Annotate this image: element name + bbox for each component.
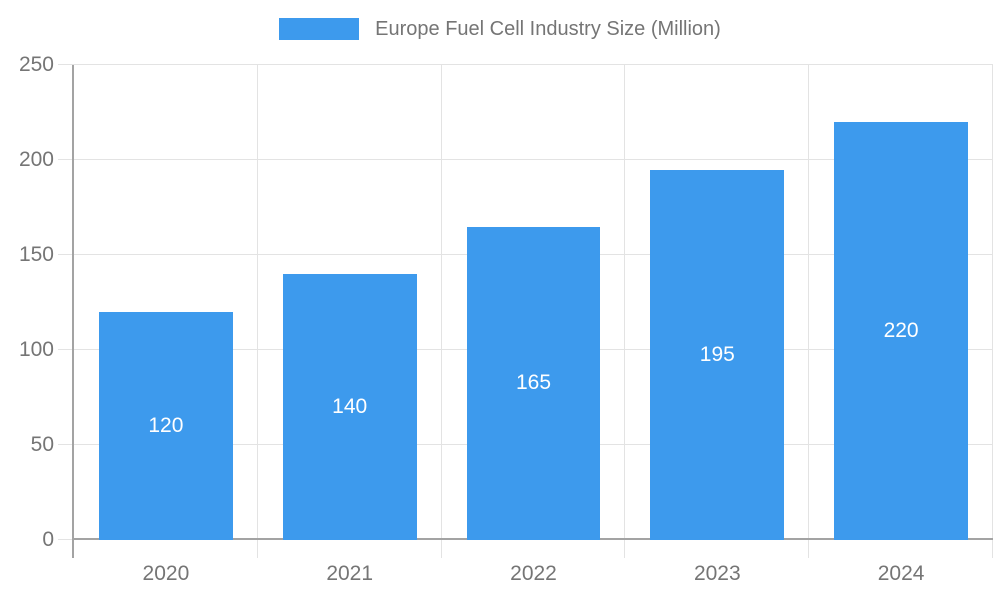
bar-2022[interactable] <box>466 226 601 540</box>
y-axis-tick-label: 250 <box>18 53 54 76</box>
y-axis-tick-label: 150 <box>18 243 54 266</box>
chart-legend[interactable]: Europe Fuel Cell Industry Size (Million) <box>0 17 1000 41</box>
x-axis-category-label: 2021 <box>326 562 374 585</box>
x-axis-tick <box>808 540 810 558</box>
bar-2021[interactable] <box>282 274 417 540</box>
y-axis-tick <box>58 444 74 445</box>
legend-swatch-icon <box>279 18 360 40</box>
y-axis-tick-label: 0 <box>42 528 54 551</box>
bar-value-label: 195 <box>699 342 735 366</box>
y-axis-tick-label: 50 <box>30 433 54 456</box>
gridline-vertical <box>808 65 810 540</box>
y-axis-tick-label: 100 <box>18 338 54 361</box>
x-axis-tick <box>624 540 626 558</box>
gridline-vertical <box>440 65 442 540</box>
y-axis-tick-label: 200 <box>18 148 54 171</box>
gridline-vertical <box>256 65 258 540</box>
x-axis-category-label: 2020 <box>142 562 190 585</box>
bar-2020[interactable] <box>98 312 233 540</box>
bar-value-label: 165 <box>515 371 552 395</box>
y-axis-tick <box>58 349 74 350</box>
gridline-horizontal <box>74 159 993 160</box>
x-axis-tick <box>440 540 442 558</box>
x-axis-category-label: 2024 <box>877 562 925 585</box>
x-axis-tick <box>992 540 993 558</box>
bar-value-label: 120 <box>148 414 184 437</box>
legend-series-label: Europe Fuel Cell Industry Size (Million) <box>375 18 721 40</box>
gridline-vertical <box>992 65 993 540</box>
y-axis-tick <box>58 159 74 160</box>
y-axis-line <box>72 65 74 558</box>
gridline-horizontal <box>74 64 993 65</box>
x-axis-category-label: 2022 <box>510 562 557 585</box>
x-axis-tick <box>256 540 258 558</box>
y-axis-tick <box>58 64 74 65</box>
bar-2023[interactable] <box>650 169 785 540</box>
gridline-vertical <box>624 65 626 540</box>
bar-value-label: 140 <box>332 395 368 418</box>
x-axis-category-label: 2023 <box>693 562 741 585</box>
y-axis-tick <box>58 254 74 255</box>
bar-2024[interactable] <box>834 122 968 540</box>
bar-value-label: 220 <box>883 319 919 342</box>
y-axis-tick <box>58 539 74 540</box>
